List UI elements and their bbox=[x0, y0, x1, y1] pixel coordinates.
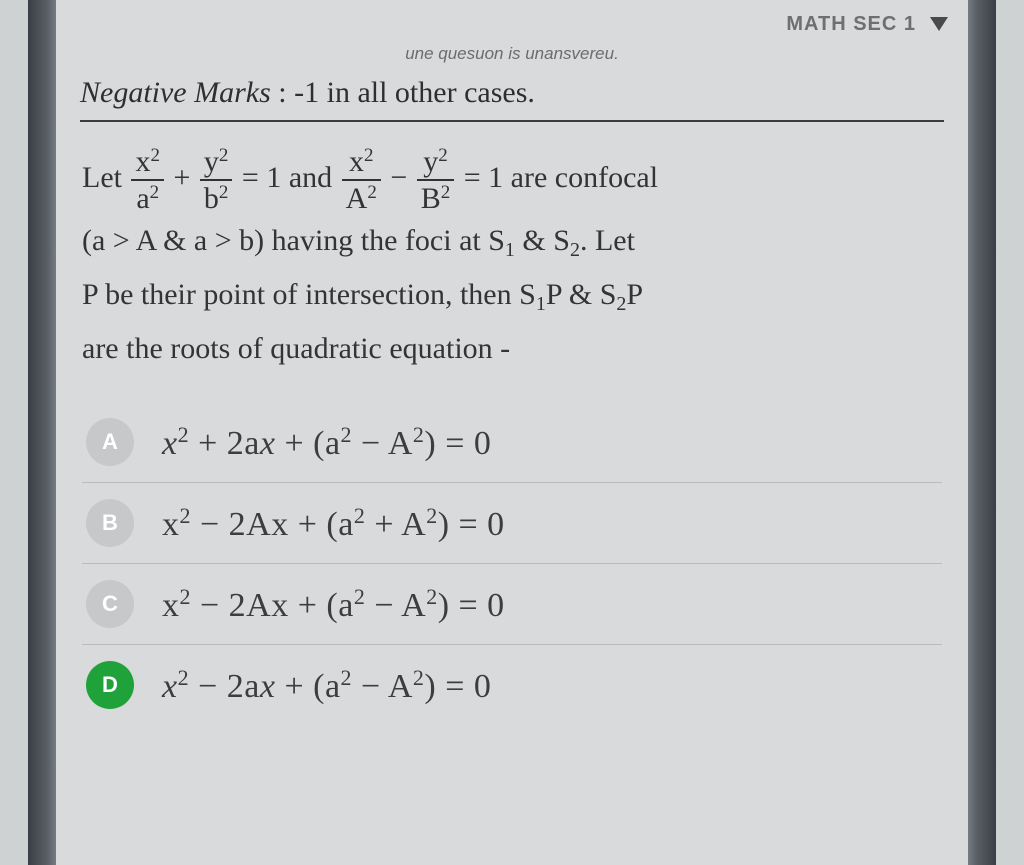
op: − A bbox=[365, 587, 426, 624]
tail: ) = 0 bbox=[438, 587, 505, 624]
fraction: x2 a2 bbox=[131, 146, 164, 214]
sup: 2 bbox=[219, 182, 229, 203]
frac-den: A bbox=[346, 182, 368, 215]
q-text: = 1 are confocal bbox=[464, 161, 658, 194]
question-body: Let x2 a2 + y2 b2 = 1 and x2 A2 − y2 B2 … bbox=[76, 146, 948, 376]
op: + (a bbox=[275, 425, 340, 462]
fraction: y2 b2 bbox=[200, 146, 233, 214]
q-text: (a > A & a > b) having the foci at S bbox=[82, 224, 505, 257]
option-bubble-selected[interactable]: D bbox=[86, 661, 134, 709]
app-screen: MATH SEC 1 une quesuon is unansvereu. Ne… bbox=[56, 0, 968, 865]
op: + 2a bbox=[189, 425, 260, 462]
chevron-down-icon[interactable] bbox=[930, 17, 948, 31]
option-expression: x2 − 2Ax + (a2 − A2) = 0 bbox=[162, 584, 505, 625]
frac-num: y bbox=[423, 145, 438, 178]
option-a[interactable]: A x2 + 2ax + (a2 − A2) = 0 bbox=[82, 402, 942, 483]
op: − 2A bbox=[191, 506, 271, 543]
option-expression: x2 − 2ax + (a2 − A2) = 0 bbox=[162, 665, 491, 706]
frac-den: B bbox=[421, 182, 441, 215]
subscript: 2 bbox=[570, 239, 580, 261]
q-text: & S bbox=[515, 224, 570, 257]
option-bubble[interactable]: A bbox=[86, 418, 134, 466]
op: + (a bbox=[289, 587, 354, 624]
fraction: x2 A2 bbox=[342, 146, 381, 214]
tail: ) = 0 bbox=[424, 425, 491, 462]
option-expression: x2 + 2ax + (a2 − A2) = 0 bbox=[162, 422, 491, 463]
var: x bbox=[162, 425, 178, 462]
subscript: 1 bbox=[505, 239, 515, 261]
q-text: = 1 and bbox=[242, 161, 340, 194]
frac-den: b bbox=[204, 182, 219, 215]
q-op: − bbox=[390, 161, 414, 194]
sup: 2 bbox=[219, 145, 229, 166]
q-text: P & S bbox=[546, 278, 617, 311]
op: − 2A bbox=[191, 587, 271, 624]
option-expression: x2 − 2Ax + (a2 + A2) = 0 bbox=[162, 503, 505, 544]
option-b[interactable]: B x2 − 2Ax + (a2 + A2) = 0 bbox=[82, 483, 942, 564]
sup: 2 bbox=[438, 145, 448, 166]
option-d[interactable]: D x2 − 2ax + (a2 − A2) = 0 bbox=[82, 645, 942, 725]
op: + (a bbox=[275, 668, 340, 705]
var: x bbox=[162, 587, 180, 624]
q-text: P be their point of intersection, then S bbox=[82, 278, 536, 311]
subscript: 2 bbox=[616, 293, 626, 315]
q-op: + bbox=[173, 161, 197, 194]
op: − A bbox=[352, 425, 413, 462]
sup: 2 bbox=[364, 145, 374, 166]
var: x bbox=[260, 668, 276, 705]
q-text: . Let bbox=[580, 224, 635, 257]
tail: ) = 0 bbox=[424, 668, 491, 705]
tail: ) = 0 bbox=[438, 506, 505, 543]
partial-header-text: une quesuon is unansvereu. bbox=[76, 44, 948, 64]
sup: 2 bbox=[367, 182, 377, 203]
var: x bbox=[162, 506, 180, 543]
subscript: 1 bbox=[536, 293, 546, 315]
sup: 2 bbox=[150, 145, 160, 166]
op: − 2a bbox=[189, 668, 260, 705]
sup: 2 bbox=[150, 182, 160, 203]
option-bubble[interactable]: B bbox=[86, 499, 134, 547]
negative-marks-line: Negative Marks : -1 in all other cases. bbox=[80, 76, 944, 122]
section-label: MATH SEC 1 bbox=[786, 13, 916, 36]
op: + (a bbox=[289, 506, 354, 543]
options-list: A x2 + 2ax + (a2 − A2) = 0 B x2 − 2Ax + … bbox=[76, 402, 948, 725]
option-c[interactable]: C x2 − 2Ax + (a2 − A2) = 0 bbox=[82, 564, 942, 645]
var: x bbox=[271, 506, 289, 543]
negative-marks-rest: : -1 in all other cases. bbox=[271, 76, 535, 109]
negative-marks-label: Negative Marks bbox=[80, 76, 271, 109]
var: x bbox=[260, 425, 276, 462]
frac-den: a bbox=[136, 182, 149, 215]
op: + A bbox=[365, 506, 426, 543]
q-text: are the roots of quadratic equation - bbox=[82, 332, 510, 365]
var: x bbox=[271, 587, 289, 624]
frac-num: x bbox=[135, 145, 150, 178]
option-bubble[interactable]: C bbox=[86, 580, 134, 628]
var: x bbox=[162, 668, 178, 705]
top-bar: MATH SEC 1 bbox=[76, 10, 948, 38]
fraction: y2 B2 bbox=[417, 146, 455, 214]
sup: 2 bbox=[441, 182, 451, 203]
q-text: P bbox=[626, 278, 643, 311]
op: − A bbox=[352, 668, 413, 705]
frac-num: y bbox=[204, 145, 219, 178]
q-text: Let bbox=[82, 161, 129, 194]
phone-bezel: MATH SEC 1 une quesuon is unansvereu. Ne… bbox=[28, 0, 996, 865]
frac-num: x bbox=[349, 145, 364, 178]
